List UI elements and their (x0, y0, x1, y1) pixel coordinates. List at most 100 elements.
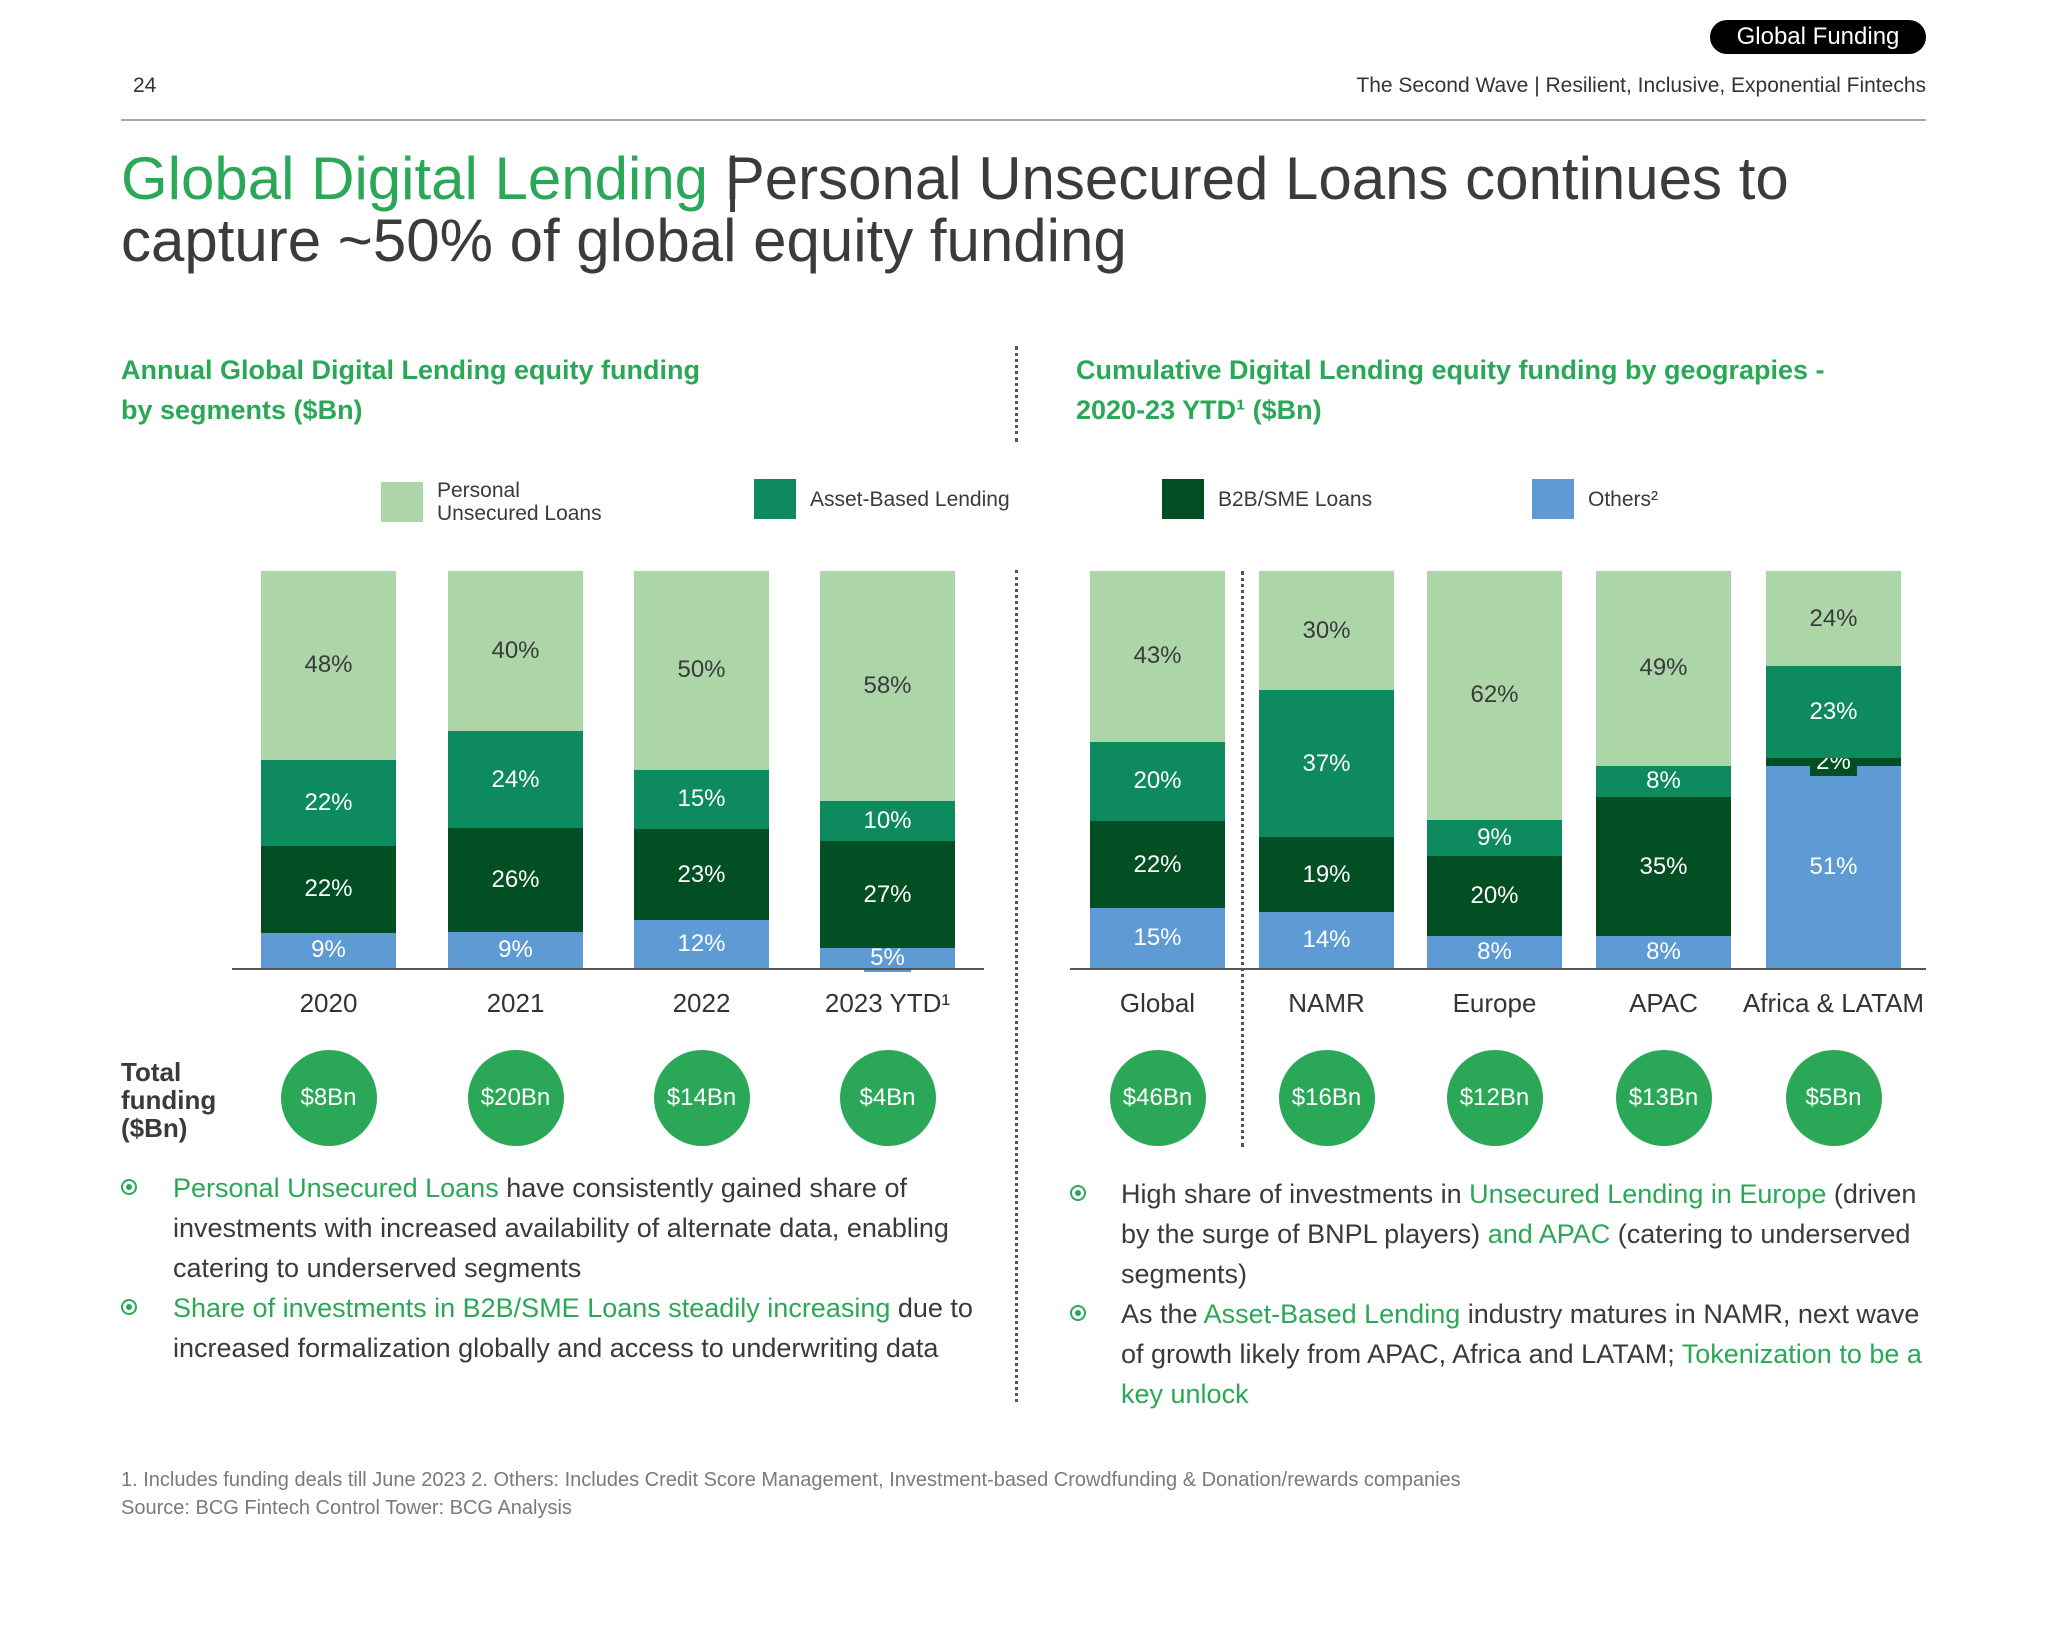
right-chart-axis (1070, 968, 1926, 970)
title-highlight: Global Digital Lending (121, 145, 709, 212)
total-funding-badge: $14Bn (653, 1050, 750, 1146)
legend-swatch-asset (754, 479, 796, 519)
category-label: Global (1119, 988, 1196, 1018)
bar-segment-oth: 8% (1427, 935, 1562, 968)
bar-segment-oth: 14% (1259, 912, 1394, 968)
bar-segment-oth: 8% (1596, 936, 1731, 968)
page-number: 24 (133, 74, 157, 97)
bar-segment-b2b: 26% (448, 827, 583, 932)
panel-divider (1015, 570, 1018, 1402)
stacked-bar: 8% 35% 8% 49% (1596, 571, 1731, 968)
legend-swatch-personal (381, 482, 423, 522)
radio-bullet-icon (1070, 1305, 1086, 1321)
left-chart-axis (232, 968, 984, 970)
total-funding-badge: $8Bn (280, 1050, 377, 1146)
total-label-line: funding (121, 1085, 217, 1115)
left-heading-line1: Annual Global Digital Lending equity fun… (121, 355, 700, 385)
left-heading-line2: by segments ($Bn) (121, 395, 363, 425)
stacked-bar: 51% 2% 23% 24% (1766, 571, 1901, 968)
category-label: 2023 YTD¹ (824, 988, 951, 1018)
bullet-highlight: Unsecured Lending in Europe (1469, 1179, 1827, 1209)
bar-segment-b2b: 27% (820, 840, 955, 949)
bar-segment-ab: 15% (634, 769, 769, 830)
bullet-text: As the (1121, 1299, 1204, 1329)
bullet-highlight: Personal Unsecured Loans (173, 1173, 499, 1203)
bar-segment-oth: 5% (820, 944, 955, 973)
segment-value-tag: 5% (864, 944, 911, 973)
insight-bullet: Share of investments in B2B/SME Loans st… (121, 1288, 981, 1368)
total-funding-badge: $5Bn (1785, 1050, 1882, 1146)
bullet-text: have consistently gained share of invest… (173, 1173, 949, 1283)
bullet-text: (catering to underserved segments) (1121, 1219, 1911, 1289)
bar-segment-pu: 62% (1427, 571, 1562, 820)
bar-segment-ab: 9% (1427, 819, 1562, 856)
header-divider (121, 119, 1926, 121)
bar-segment-b2b: 22% (261, 846, 396, 933)
bar-segment-pu: 49% (1596, 571, 1731, 766)
bar-segment-ab: 8% (1596, 765, 1731, 798)
footnote-line: 1. Includes funding deals till June 2023… (121, 1469, 1461, 1491)
radio-bullet-icon (1070, 1185, 1086, 1201)
legend-label: Others² (1588, 487, 1659, 511)
right-heading-line1: Cumulative Digital Lending equity fundin… (1076, 355, 1825, 385)
legend-label: Personal (437, 479, 520, 502)
bullet-text: (driven by the surge of BNPL players) (1121, 1179, 1917, 1249)
category-label: 2021 (486, 988, 545, 1018)
total-funding-badge: $13Bn (1615, 1050, 1712, 1146)
bar-segment-ab: 22% (261, 759, 396, 847)
stacked-bar: 8% 20% 9% 62% (1427, 571, 1562, 968)
category-label: Africa & LATAM (1742, 988, 1925, 1018)
bar-segment-ab: 24% (448, 731, 583, 828)
bar-segment-pu: 58% (820, 571, 955, 802)
bar-segment-b2b: 23% (634, 829, 769, 921)
total-funding-label: Total funding ($Bn) (121, 1058, 216, 1142)
bar-segment-ab: 37% (1259, 690, 1394, 837)
total-funding-badge: $4Bn (839, 1050, 936, 1146)
title-separator: | (724, 145, 741, 212)
panel-divider-top (1015, 346, 1018, 442)
bar-segment-oth: 51% (1766, 765, 1901, 968)
bullet-text: High share of investments in (1121, 1179, 1470, 1209)
footnotes: 1. Includes funding deals till June 2023… (121, 1466, 1461, 1522)
legend-label: Asset-Based Lending (810, 487, 1010, 511)
legend-others: Others² (1532, 479, 1658, 519)
bar-segment-ab: 23% (1766, 666, 1901, 758)
section-badge: Global Funding (1710, 20, 1926, 54)
insight-bullet: As the Asset-Based Lending industry matu… (1070, 1294, 1938, 1414)
bar-segment-b2b: 2% (1766, 747, 1901, 776)
total-label-line: Total (121, 1057, 182, 1087)
bar-segment-b2b: 20% (1427, 855, 1562, 936)
bar-segment-pu: 50% (634, 571, 769, 770)
category-label: 2020 (299, 988, 358, 1018)
legend-asset-based: Asset-Based Lending (754, 479, 1010, 519)
total-label-line: ($Bn) (121, 1113, 188, 1143)
bar-segment-b2b: 35% (1596, 797, 1731, 937)
page-title: Global Digital Lending | Personal Unsecu… (121, 148, 1941, 272)
bullet-highlight: Share of investments in B2B/SME Loans st… (173, 1293, 891, 1323)
category-label: APAC (1629, 988, 1698, 1018)
total-funding-badge: $12Bn (1446, 1050, 1543, 1146)
bullet-text: industry matures in NAMR, next wave of g… (1121, 1299, 1920, 1369)
bullet-text: due to increased formalization globally … (173, 1293, 973, 1363)
bar-segment-oth: 9% (448, 931, 583, 968)
bar-segment-pu: 30% (1259, 571, 1394, 691)
right-heading-line2: 2020-23 YTD¹ ($Bn) (1076, 395, 1322, 425)
bar-segment-ab: 10% (820, 801, 955, 841)
bar-segment-pu: 40% (448, 571, 583, 732)
total-funding-badge: $16Bn (1278, 1050, 1375, 1146)
stacked-bar: 12% 23% 15% 50% (634, 571, 769, 968)
stacked-bar: 9% 22% 22% 48% (261, 571, 396, 968)
right-chart-heading: Cumulative Digital Lending equity fundin… (1076, 350, 1825, 430)
left-insights: Personal Unsecured Loans have consistent… (121, 1168, 981, 1368)
bar-segment-ab: 20% (1090, 741, 1225, 822)
insight-bullet: High share of investments in Unsecured L… (1070, 1174, 1938, 1294)
insight-bullet: Personal Unsecured Loans have consistent… (121, 1168, 981, 1288)
category-label: 2022 (672, 988, 731, 1018)
legend-personal-unsecured: Personal Unsecured Loans (381, 479, 602, 525)
category-label: NAMR (1288, 988, 1365, 1018)
legend-label: B2B/SME Loans (1218, 487, 1373, 511)
bar-segment-pu: 43% (1090, 571, 1225, 742)
bar-segment-pu: 24% (1766, 571, 1901, 667)
radio-bullet-icon (121, 1299, 137, 1315)
bar-segment-b2b: 19% (1259, 837, 1394, 913)
